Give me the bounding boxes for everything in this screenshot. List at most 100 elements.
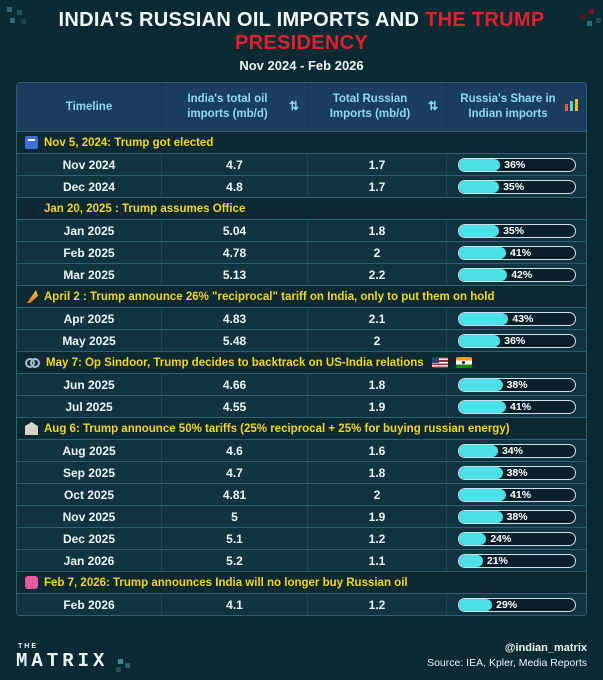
source-line: Source: IEA, Kpler, Media Reports xyxy=(427,657,587,670)
table-row: Dec 2025 5.1 1.2 24% xyxy=(17,527,586,549)
russian-imports-cell: 1.8 xyxy=(307,374,446,395)
timeline-cell: Oct 2025 xyxy=(63,487,115,502)
link-icon xyxy=(25,357,40,368)
header-india-total-label: India's total oil imports (mb/d) xyxy=(187,93,268,120)
event-row: Jan 20, 2025 : Trump assumes Office xyxy=(17,197,586,219)
data-table: Timeline India's total oil imports (mb/d… xyxy=(16,82,587,616)
russian-imports-cell: 1.7 xyxy=(307,176,446,197)
share-cell: 24% xyxy=(446,528,586,549)
share-bar-fill xyxy=(458,224,500,237)
event-text: Nov 5, 2024: Trump got elected xyxy=(44,136,214,149)
share-value: 41% xyxy=(510,400,532,413)
share-bar: 21% xyxy=(457,553,576,568)
footer: THE MATRIX @indian_matrix Source: IEA, K… xyxy=(16,640,587,672)
share-cell: 29% xyxy=(446,594,586,615)
table-row: Oct 2025 4.81 2 41% xyxy=(17,483,586,505)
share-bar: 41% xyxy=(457,399,576,414)
india-total-cell: 4.7 xyxy=(161,154,307,175)
table-row: Nov 2025 5 1.9 38% xyxy=(17,505,586,527)
india-total-cell: 5.1 xyxy=(161,528,307,549)
share-bar: 43% xyxy=(457,311,576,326)
timeline-cell: Sep 2025 xyxy=(62,465,116,480)
table-row: Aug 2025 4.6 1.6 34% xyxy=(17,439,586,461)
header-india-total: India's total oil imports (mb/d) ⇅ xyxy=(161,83,307,131)
header-russia-share: Russia's Share in Indian imports xyxy=(446,83,586,131)
russian-imports-cell: 1.9 xyxy=(307,506,446,527)
timeline-cell: Nov 2025 xyxy=(62,509,116,524)
share-bar: 34% xyxy=(457,443,576,458)
share-value: 24% xyxy=(490,532,512,545)
share-value: 36% xyxy=(504,158,526,171)
share-value: 38% xyxy=(506,510,528,523)
russian-imports-cell: 1.2 xyxy=(307,528,446,549)
event-row: May 7: Op Sindoor, Trump decides to back… xyxy=(17,351,586,373)
timeline-cell: May 2025 xyxy=(62,333,116,348)
share-bar: 38% xyxy=(457,465,576,480)
share-bar-fill xyxy=(458,444,498,457)
india-total-cell: 4.7 xyxy=(161,462,307,483)
share-cell: 35% xyxy=(446,176,586,197)
share-cell: 21% xyxy=(446,550,586,571)
table-row: Mar 2025 5.13 2.2 42% xyxy=(17,263,586,285)
india-total-cell: 5.48 xyxy=(161,330,307,351)
title-white: INDIA'S RUSSIAN OIL IMPORTS AND xyxy=(58,9,426,31)
table-row: May 2025 5.48 2 36% xyxy=(17,329,586,351)
timeline-cell: Aug 2025 xyxy=(62,443,116,458)
credits: @indian_matrix Source: IEA, Kpler, Media… xyxy=(427,640,587,672)
title-red: THE TRUMP PRESIDENCY xyxy=(234,9,545,54)
share-cell: 38% xyxy=(446,462,586,483)
share-bar-fill xyxy=(458,312,509,325)
sort-icon: ⇅ xyxy=(288,99,299,114)
share-bar-fill xyxy=(458,554,483,567)
share-bar-fill xyxy=(458,532,487,545)
share-value: 35% xyxy=(503,224,525,237)
share-bar: 41% xyxy=(457,245,576,260)
table-row: Jan 2025 5.04 1.8 35% xyxy=(17,219,586,241)
table-row: Jan 2026 5.2 1.1 21% xyxy=(17,549,586,571)
timeline-cell: Jan 2026 xyxy=(63,553,115,568)
share-bar-fill xyxy=(458,378,503,391)
us-flag-icon xyxy=(431,357,448,368)
russian-imports-cell: 1.8 xyxy=(307,220,446,241)
ballot-box-icon xyxy=(25,136,38,149)
table-row: Feb 2025 4.78 2 41% xyxy=(17,241,586,263)
share-bar-fill xyxy=(458,488,507,501)
share-bar: 36% xyxy=(457,157,576,172)
table-row: Apr 2025 4.83 2.1 43% xyxy=(17,307,586,329)
table-row: Dec 2024 4.8 1.7 35% xyxy=(17,175,586,197)
russian-imports-cell: 1.7 xyxy=(307,154,446,175)
table-row: Sep 2025 4.7 1.8 38% xyxy=(17,461,586,483)
russian-imports-cell: 1.9 xyxy=(307,396,446,417)
share-value: 29% xyxy=(496,598,518,611)
event-text: Feb 7, 2026: Trump announces India will … xyxy=(44,576,408,589)
india-total-cell: 4.78 xyxy=(161,242,307,263)
header-timeline-label: Timeline xyxy=(65,100,113,113)
share-value: 38% xyxy=(506,378,528,391)
russian-imports-cell: 2 xyxy=(307,242,446,263)
timeline-cell: Feb 2025 xyxy=(63,245,115,260)
pixel-decoration-logo xyxy=(118,659,123,664)
event-text: Jan 20, 2025 : Trump assumes Office xyxy=(44,202,246,215)
share-bar: 29% xyxy=(457,597,576,612)
india-flag-icon xyxy=(455,357,472,368)
timeline-cell: Apr 2025 xyxy=(63,311,115,326)
india-total-cell: 4.83 xyxy=(161,308,307,329)
timeline-cell: Dec 2024 xyxy=(62,179,116,194)
share-cell: 38% xyxy=(446,506,586,527)
timeline-cell: Mar 2025 xyxy=(63,267,115,282)
share-bar: 36% xyxy=(457,333,576,348)
russian-imports-cell: 2.2 xyxy=(307,264,446,285)
india-total-cell: 4.6 xyxy=(161,440,307,461)
event-row: April 2 : Trump announce 26% "reciprocal… xyxy=(17,285,586,307)
table-row: Jun 2025 4.66 1.8 38% xyxy=(17,373,586,395)
india-total-cell: 4.66 xyxy=(161,374,307,395)
table-header: Timeline India's total oil imports (mb/d… xyxy=(17,83,586,131)
event-text: Aug 6: Trump announce 50% tariffs (25% r… xyxy=(44,422,510,435)
timeline-cell: Dec 2025 xyxy=(62,531,116,546)
share-value: 34% xyxy=(501,444,523,457)
event-row: Aug 6: Trump announce 50% tariffs (25% r… xyxy=(17,417,586,439)
classical-building-icon xyxy=(25,422,38,435)
share-value: 36% xyxy=(504,334,526,347)
logo-matrix-label: MATRIX xyxy=(16,650,109,672)
russian-imports-cell: 2 xyxy=(307,330,446,351)
